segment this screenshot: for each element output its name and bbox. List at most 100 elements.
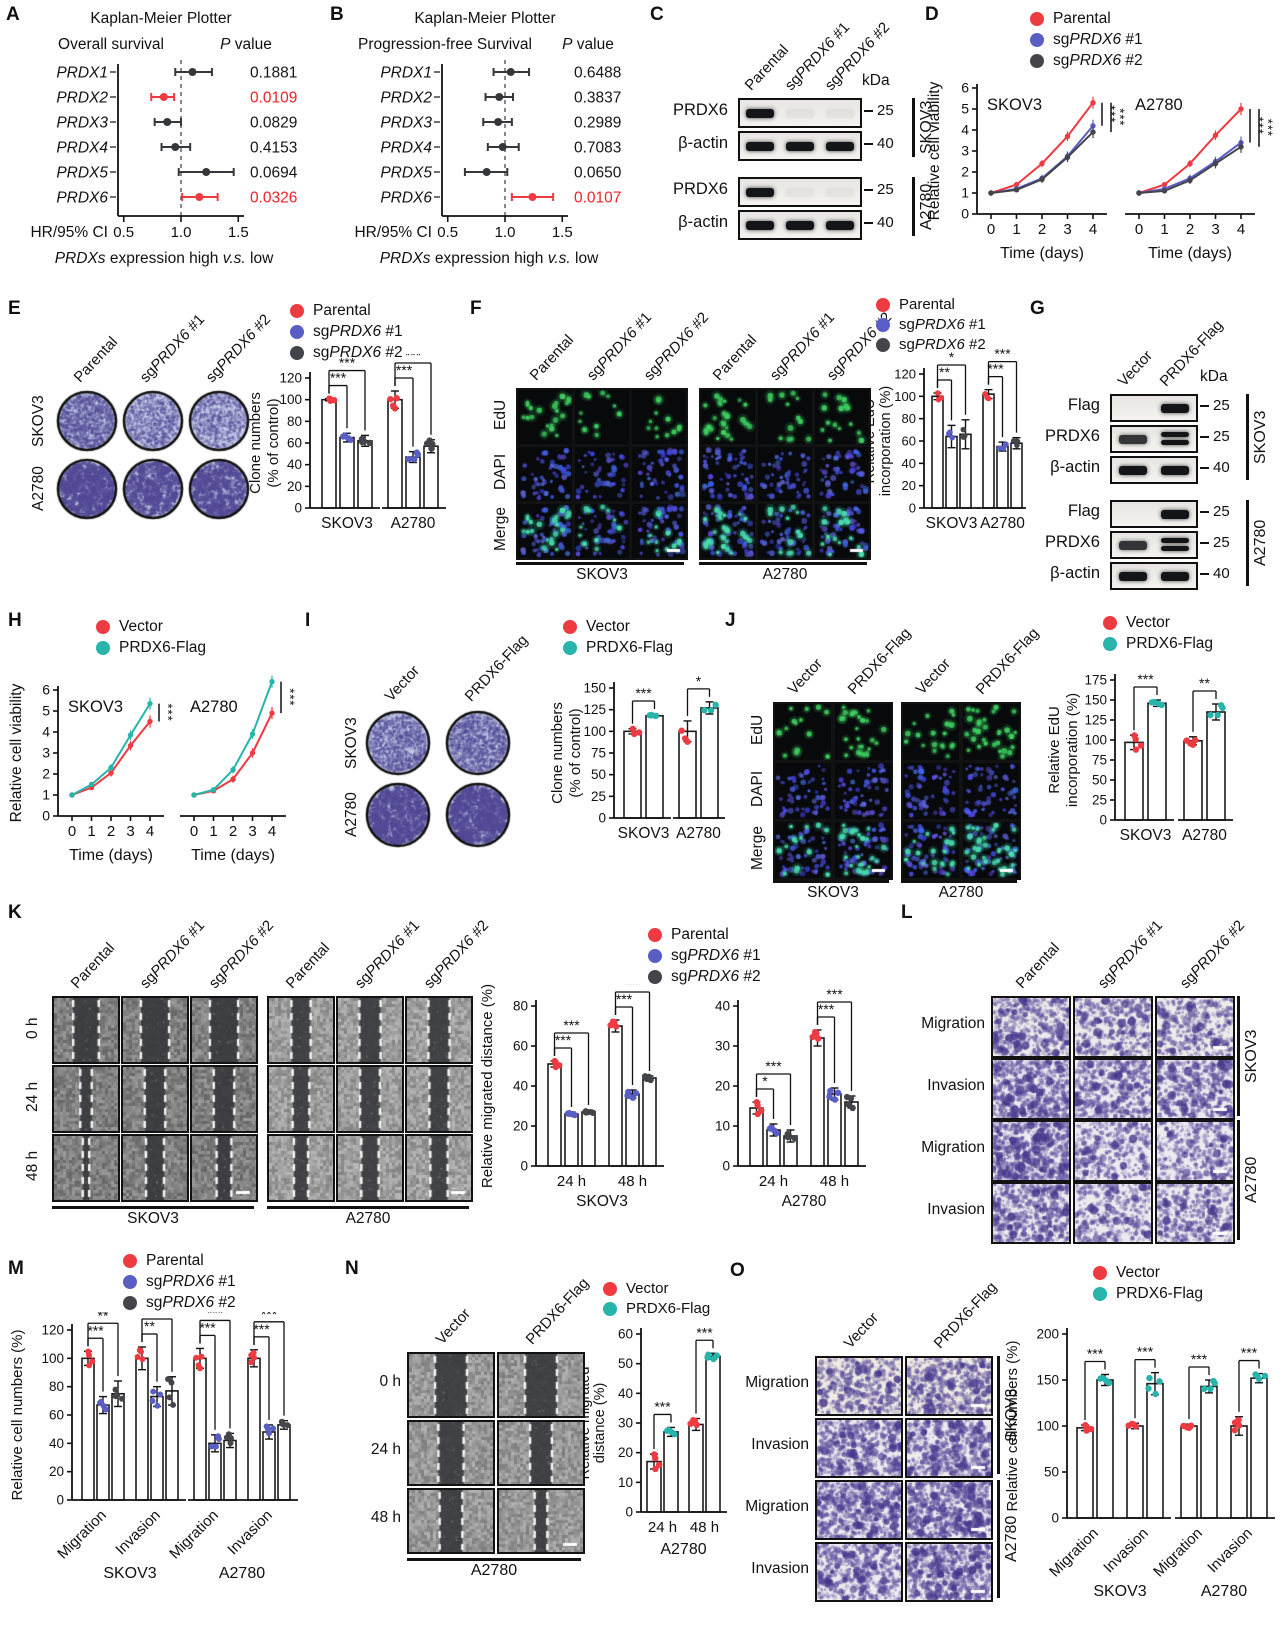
svg-text:Clone numbers: Clone numbers <box>550 702 566 804</box>
svg-text:Migration: Migration <box>54 1507 110 1563</box>
legend-F: Parental sgPRDX6 #1 sgPRDX6 #2 <box>876 296 986 356</box>
panel-J: J Vector PRDX6-Flag Vector PRDX6-Flag EdU DAP… <box>725 610 1286 902</box>
group-label: A2780 <box>345 1210 391 1227</box>
svg-text:60: 60 <box>49 1408 64 1423</box>
row-label: SKOV3 <box>1252 410 1269 464</box>
svg-text:***: *** <box>1191 1351 1208 1367</box>
svg-text:100: 100 <box>894 389 916 404</box>
svg-text:SKOV3: SKOV3 <box>68 698 123 716</box>
blot-strip <box>1110 562 1198 590</box>
row-label: EdU <box>492 399 509 431</box>
assay-image <box>991 1058 1071 1120</box>
row-label: Invasion <box>751 1560 809 1577</box>
antibody-label: Flag <box>1067 396 1100 414</box>
svg-text:***: *** <box>616 991 633 1007</box>
legend-item: sgPRDX6 #2 <box>290 344 403 362</box>
row-label: 24 h <box>24 1081 41 1113</box>
svg-text:80: 80 <box>287 414 302 429</box>
svg-text:PRDX6: PRDX6 <box>56 190 108 207</box>
row-label: Migration <box>921 1139 985 1156</box>
svg-text:1: 1 <box>1160 221 1168 238</box>
legend-D: Parental sgPRDX6 #1 sgPRDX6 #2 <box>1030 10 1143 73</box>
svg-text:100: 100 <box>1084 733 1107 748</box>
svg-text:Time (days): Time (days) <box>1148 245 1232 262</box>
panel-letter-C: C <box>650 4 664 25</box>
assay-image <box>815 1542 903 1602</box>
assay-image <box>699 502 757 560</box>
blot-strip <box>1110 425 1198 453</box>
column-label: PRDX6-Flag <box>972 624 1043 698</box>
svg-text:***: *** <box>818 1001 835 1017</box>
svg-text:(% of control): (% of control) <box>567 708 584 797</box>
legend-item: Parental <box>1030 10 1143 28</box>
svg-text:25: 25 <box>591 789 606 804</box>
svg-text:PRDX5: PRDX5 <box>56 165 108 182</box>
antibody-label: PRDX6 <box>1044 427 1100 445</box>
svg-text:2: 2 <box>961 164 969 180</box>
assay-image <box>815 1418 903 1478</box>
assay-image <box>1155 1120 1235 1182</box>
svg-text:Time (days): Time (days) <box>1000 245 1084 262</box>
assay-image <box>773 702 833 762</box>
svg-text:1.0: 1.0 <box>171 224 192 241</box>
svg-text:1: 1 <box>209 823 217 840</box>
svg-text:4: 4 <box>42 724 50 740</box>
svg-text:3: 3 <box>1211 221 1219 238</box>
row-label: Invasion <box>927 1077 985 1094</box>
svg-text:*: * <box>696 673 702 689</box>
svg-text:6: 6 <box>961 80 969 96</box>
svg-text:120: 120 <box>41 1323 64 1338</box>
blot-strip <box>738 210 862 240</box>
legend-dot-icon <box>123 1254 137 1268</box>
panel-letter-N: N <box>345 1258 359 1279</box>
legend-J: Vector PRDX6-Flag <box>1103 614 1213 656</box>
panel-C: C Parental sgPRDX6 #1 sgPRDX6 #2 kDa PRDX6 25… <box>650 4 950 288</box>
legend-dot-icon <box>1093 1287 1107 1301</box>
svg-text:24 h: 24 h <box>648 1519 677 1536</box>
assay-image <box>190 1134 258 1202</box>
row-label: 48 h <box>370 1509 401 1526</box>
row-label: A2780 <box>343 792 360 838</box>
svg-text:100: 100 <box>583 724 606 739</box>
blot-strip <box>1110 500 1198 528</box>
assay-image <box>815 1480 903 1540</box>
column-label: sgPRDX6 #2 <box>205 916 278 992</box>
panel-E: E Parental sgPRDX6 #1 sgPRDX6 #2 SKOV3 A2780… <box>8 294 468 602</box>
svg-text:2: 2 <box>229 823 237 840</box>
row-label: A2780 <box>1243 1156 1260 1204</box>
panel-A: A Kaplan-Meier Plotter Overall survival P … <box>6 4 322 288</box>
svg-text:Invasion: Invasion <box>1100 1525 1152 1577</box>
svg-text:40: 40 <box>513 1079 528 1094</box>
assay-image <box>573 502 631 560</box>
lane-label: Parental <box>741 41 793 94</box>
legend-dot-icon <box>603 1281 617 1296</box>
viability-curves-overexpression: Relative cell viability 0 1 2 3 4 5 6 0 1 2 3 4 SKOV3… <box>8 666 303 900</box>
edu-chart-overexpression: 0 25 50 75 100 125 150 175 Relative EdU incorpora… <box>1045 660 1286 902</box>
column-label: Parental <box>67 939 119 992</box>
svg-text:Relative EdU: Relative EdU <box>868 399 878 484</box>
svg-text:0: 0 <box>190 823 198 840</box>
forest-plot-pfs: Kaplan-Meier Plotter Progression-free Sur… <box>330 4 648 288</box>
assay-image <box>813 445 871 503</box>
assay-image <box>407 1352 495 1418</box>
panel-letter-B: B <box>330 4 344 25</box>
panel-O: O Vector PRDX6-Flag Migration Invasion Migra… <box>705 1252 1286 1631</box>
svg-text:***: *** <box>555 1032 572 1048</box>
assay-image <box>961 820 1021 880</box>
assay-image <box>630 388 688 446</box>
row-label: 48 h <box>24 1150 41 1182</box>
assay-image <box>813 502 871 560</box>
svg-text:1: 1 <box>87 823 95 840</box>
kda-marker: 40 <box>1200 565 1230 582</box>
assay-image <box>961 702 1021 762</box>
assay-image <box>815 1356 903 1416</box>
assay-image <box>190 996 258 1064</box>
column-label: sgPRDX6 #1 <box>136 916 209 992</box>
svg-text:SKOV3: SKOV3 <box>1120 827 1172 844</box>
svg-text:3: 3 <box>248 823 256 840</box>
blot-strip <box>1110 531 1198 559</box>
assay-image <box>336 1065 404 1133</box>
panel-K: K Parental sgPRDX6 #1 sgPRDX6 #2 Parental sg… <box>8 900 888 1252</box>
antibody-label: PRDX6 <box>672 101 728 119</box>
assay-image <box>901 702 961 762</box>
